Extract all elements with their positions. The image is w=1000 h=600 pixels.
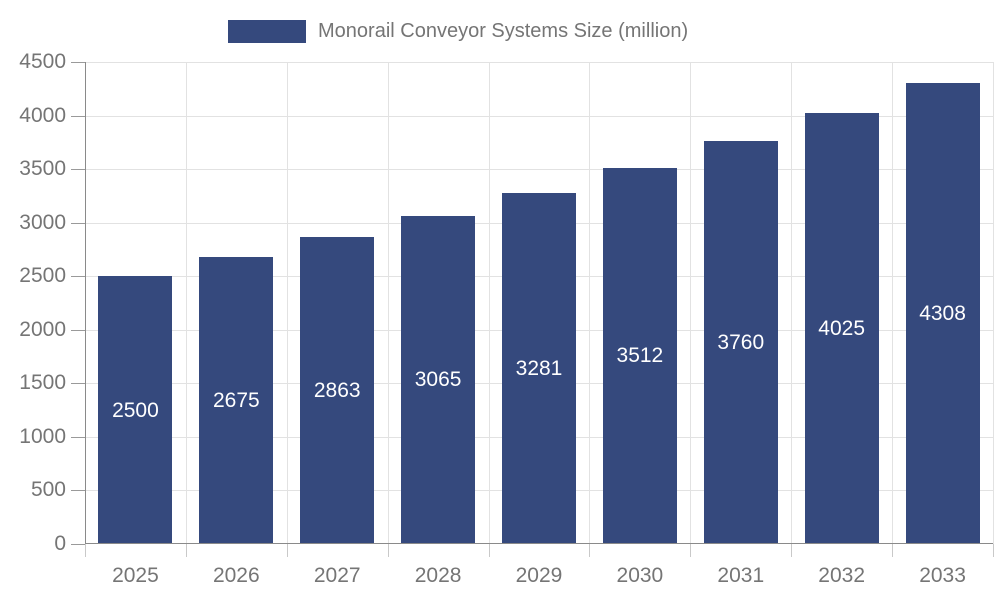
bar-value-label: 3065 [414, 368, 462, 392]
bar: 3281 [502, 192, 576, 544]
x-tick-label: 2027 [313, 564, 361, 587]
legend-swatch [228, 19, 306, 43]
bar-value-label: 2500 [112, 398, 159, 422]
y-tick-mark [71, 329, 85, 331]
x-tick-label: 2026 [212, 564, 260, 587]
y-tick-label: 1500 [19, 371, 66, 395]
plot-area: 2500 2675 2863 3065 3281 3512 3760 4025 4308 [85, 62, 994, 544]
y-tick-label: 500 [30, 478, 66, 502]
x-tick-mark [589, 544, 590, 557]
bar: 2863 [300, 237, 375, 544]
y-tick-label: 1000 [19, 424, 66, 448]
y-tick-mark [71, 169, 85, 171]
y-axis-line [85, 62, 86, 544]
bar-value-label: 2863 [313, 379, 361, 403]
x-tick-mark [791, 544, 792, 557]
x-tick-mark [85, 544, 86, 557]
h-gridline [85, 169, 993, 171]
v-gridline [287, 62, 288, 544]
x-tick-mark [489, 544, 490, 557]
y-tick-mark [71, 276, 85, 278]
x-tick-mark [993, 544, 994, 557]
y-tick-mark [71, 436, 85, 438]
v-gridline [489, 62, 490, 544]
x-tick-label: 2025 [112, 564, 159, 587]
x-axis-line [85, 543, 993, 544]
y-tick-label: 2500 [19, 264, 66, 288]
bar-value-label: 3281 [515, 356, 563, 380]
bar-value-label: 3760 [717, 331, 765, 355]
y-tick-label: 3500 [19, 157, 66, 181]
y-tick-mark [71, 62, 85, 63]
h-gridline [85, 62, 993, 63]
bar: 4025 [804, 112, 879, 544]
bar: 3065 [401, 215, 476, 544]
v-gridline [186, 62, 187, 544]
y-tick-mark [71, 544, 85, 545]
bar: 3760 [703, 141, 778, 544]
bar: 3512 [602, 167, 677, 544]
v-gridline [892, 62, 893, 544]
x-tick-label: 2033 [919, 564, 966, 587]
v-gridline [388, 62, 389, 544]
y-tick-label: 2000 [19, 317, 66, 341]
x-tick-mark [892, 544, 893, 557]
chart-legend: Monorail Conveyor Systems Size (million) [228, 19, 688, 43]
y-tick-label: 0 [54, 532, 66, 555]
bar: 4308 [905, 82, 980, 544]
y-tick-mark [71, 115, 85, 117]
legend-label: Monorail Conveyor Systems Size (million) [318, 20, 689, 42]
y-tick-label: 3000 [19, 210, 66, 234]
x-tick-label: 2028 [414, 564, 462, 587]
v-gridline [993, 62, 994, 544]
y-tick-mark [71, 383, 85, 385]
x-tick-mark [388, 544, 389, 557]
x-tick-label: 2032 [818, 564, 866, 587]
bar-value-label: 2675 [212, 389, 260, 413]
y-tick-label: 4500 [19, 50, 66, 73]
v-gridline [589, 62, 590, 544]
y-tick-label: 4000 [19, 103, 66, 127]
x-tick-label: 2030 [616, 564, 664, 587]
x-tick-mark [690, 544, 691, 557]
v-gridline [791, 62, 792, 544]
y-tick-mark [71, 490, 85, 492]
h-gridline [85, 115, 993, 117]
v-gridline [690, 62, 691, 544]
bar: 2500 [98, 276, 173, 544]
x-tick-label: 2029 [515, 564, 563, 587]
x-tick-label: 2031 [717, 564, 765, 587]
y-tick-mark [71, 222, 85, 224]
x-tick-mark [186, 544, 187, 557]
bar-value-label: 4308 [919, 301, 966, 325]
bar: 2675 [199, 257, 274, 544]
bar-value-label: 3512 [616, 344, 664, 368]
x-tick-mark [287, 544, 288, 557]
bar-value-label: 4025 [818, 316, 866, 340]
